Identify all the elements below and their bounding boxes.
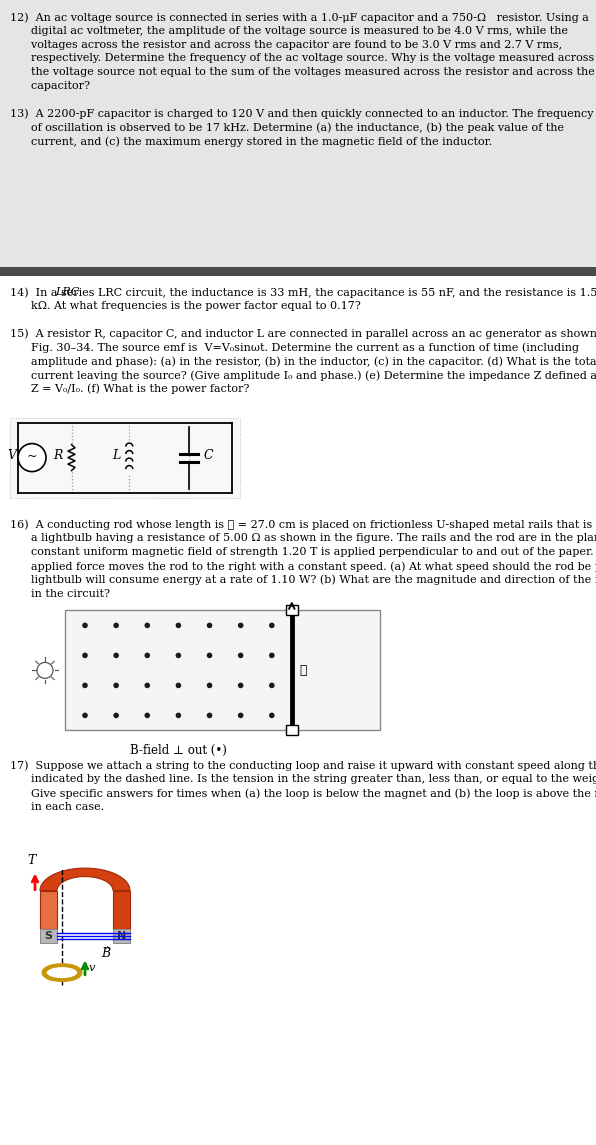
Bar bbox=[0, 270, 596, 1145]
Circle shape bbox=[269, 623, 275, 629]
Text: applied force moves the rod to the right with a constant speed. (a) At what spee: applied force moves the rod to the right… bbox=[10, 561, 596, 571]
PathPatch shape bbox=[113, 891, 130, 929]
Bar bbox=[65, 610, 380, 731]
Text: N: N bbox=[117, 931, 126, 940]
Circle shape bbox=[144, 623, 150, 629]
Circle shape bbox=[113, 682, 119, 688]
Circle shape bbox=[176, 653, 181, 658]
Text: in the circuit?: in the circuit? bbox=[10, 589, 110, 599]
Text: T: T bbox=[28, 854, 36, 867]
Circle shape bbox=[144, 653, 150, 658]
Text: 13)  A 2200-pF capacitor is charged to 120 V and then quickly connected to an in: 13) A 2200-pF capacitor is charged to 12… bbox=[10, 109, 594, 119]
Circle shape bbox=[207, 712, 212, 718]
Circle shape bbox=[113, 653, 119, 658]
Text: current leaving the source? (Give amplitude I₀ and phase.) (e) Determine the imp: current leaving the source? (Give amplit… bbox=[10, 370, 596, 380]
Text: R: R bbox=[53, 449, 62, 463]
Circle shape bbox=[82, 653, 88, 658]
Circle shape bbox=[82, 623, 88, 629]
Circle shape bbox=[18, 443, 46, 472]
Bar bbox=[113, 929, 130, 942]
Text: C: C bbox=[203, 449, 213, 463]
Circle shape bbox=[144, 712, 150, 718]
Ellipse shape bbox=[47, 968, 77, 978]
Text: 17)  Suppose we attach a string to the conducting loop and raise it upward with : 17) Suppose we attach a string to the co… bbox=[10, 760, 596, 771]
Circle shape bbox=[82, 682, 88, 688]
Bar bbox=[0, 0, 596, 270]
Circle shape bbox=[269, 653, 275, 658]
Text: B̂: B̂ bbox=[101, 947, 110, 960]
Circle shape bbox=[176, 712, 181, 718]
Circle shape bbox=[207, 653, 212, 658]
Text: ℓ: ℓ bbox=[300, 664, 308, 677]
Bar bbox=[10, 418, 240, 498]
Text: Z = V₀/I₀. (f) What is the power factor?: Z = V₀/I₀. (f) What is the power factor? bbox=[10, 384, 249, 394]
Text: lightbulb will consume energy at a rate of 1.10 W? (b) What are the magnitude an: lightbulb will consume energy at a rate … bbox=[10, 575, 596, 585]
Text: amplitude and phase): (a) in the resistor, (b) in the inductor, (c) in the capac: amplitude and phase): (a) in the resisto… bbox=[10, 356, 596, 366]
PathPatch shape bbox=[40, 891, 57, 929]
Text: v: v bbox=[89, 963, 95, 972]
Bar bbox=[124, 442, 135, 474]
Circle shape bbox=[37, 663, 53, 678]
Text: Give specific answers for times when (a) the loop is below the magnet and (b) th: Give specific answers for times when (a)… bbox=[10, 788, 596, 798]
Circle shape bbox=[176, 682, 181, 688]
Text: kΩ. At what frequencies is the power factor equal to 0.17?: kΩ. At what frequencies is the power fac… bbox=[10, 301, 361, 310]
Text: 14)  In a series LRC circuit, the inductance is 33 mH, the capacitance is 55 nF,: 14) In a series LRC circuit, the inducta… bbox=[10, 287, 596, 298]
Bar bbox=[286, 726, 298, 735]
Bar bbox=[67, 443, 76, 472]
Text: indicated by the dashed line. Is the tension in the string greater than, less th: indicated by the dashed line. Is the ten… bbox=[10, 774, 596, 784]
Text: 16)  A conducting rod whose length is ℓ = 27.0 cm is placed on frictionless U-sh: 16) A conducting rod whose length is ℓ =… bbox=[10, 520, 596, 530]
Text: voltages across the resistor and across the capacitor are found to be 3.0 V rms : voltages across the resistor and across … bbox=[10, 40, 562, 49]
Circle shape bbox=[207, 623, 212, 629]
Text: V: V bbox=[8, 449, 17, 463]
Text: constant uniform magnetic field of strength 1.20 T is applied perpendicular to a: constant uniform magnetic field of stren… bbox=[10, 547, 596, 558]
Text: ~: ~ bbox=[27, 450, 37, 463]
Text: LRC: LRC bbox=[55, 287, 80, 297]
Circle shape bbox=[113, 712, 119, 718]
Circle shape bbox=[238, 682, 244, 688]
Circle shape bbox=[238, 653, 244, 658]
Text: digital ac voltmeter, the amplitude of the voltage source is measured to be 4.0 : digital ac voltmeter, the amplitude of t… bbox=[10, 26, 568, 35]
Circle shape bbox=[176, 623, 181, 629]
PathPatch shape bbox=[40, 868, 130, 891]
Circle shape bbox=[82, 712, 88, 718]
Circle shape bbox=[238, 712, 244, 718]
Circle shape bbox=[207, 682, 212, 688]
Text: 12)  An ac voltage source is connected in series with a 1.0-μF capacitor and a 7: 12) An ac voltage source is connected in… bbox=[10, 11, 589, 23]
Circle shape bbox=[269, 682, 275, 688]
Text: current, and (c) the maximum energy stored in the magnetic field of the inductor: current, and (c) the maximum energy stor… bbox=[10, 136, 492, 147]
Text: of oscillation is observed to be 17 kHz. Determine (a) the inductance, (b) the p: of oscillation is observed to be 17 kHz.… bbox=[10, 123, 564, 133]
Bar bbox=[40, 929, 57, 942]
Text: Fig. 30–34. The source emf is  V=V₀sinωt. Determine the current as a function of: Fig. 30–34. The source emf is V=V₀sinωt.… bbox=[10, 342, 579, 353]
Text: the voltage source not equal to the sum of the voltages measured across the resi: the voltage source not equal to the sum … bbox=[10, 68, 595, 77]
Text: L: L bbox=[112, 449, 120, 463]
Circle shape bbox=[269, 712, 275, 718]
Circle shape bbox=[144, 682, 150, 688]
Bar bbox=[286, 606, 298, 615]
Text: a lightbulb having a resistance of 5.00 Ω as shown in the figure. The rails and : a lightbulb having a resistance of 5.00 … bbox=[10, 534, 596, 544]
Circle shape bbox=[113, 623, 119, 629]
Text: 15)  A resistor R, capacitor C, and inductor L are connected in parallel across : 15) A resistor R, capacitor C, and induc… bbox=[10, 329, 596, 339]
Text: in each case.: in each case. bbox=[10, 802, 104, 812]
Text: B-field ⊥ out (•): B-field ⊥ out (•) bbox=[130, 744, 227, 757]
Text: capacitor?: capacitor? bbox=[10, 81, 90, 90]
Bar bbox=[0, 267, 596, 276]
Text: S: S bbox=[45, 931, 52, 940]
Text: respectively. Determine the frequency of the ac voltage source. Why is the volta: respectively. Determine the frequency of… bbox=[10, 54, 594, 63]
Circle shape bbox=[238, 623, 244, 629]
